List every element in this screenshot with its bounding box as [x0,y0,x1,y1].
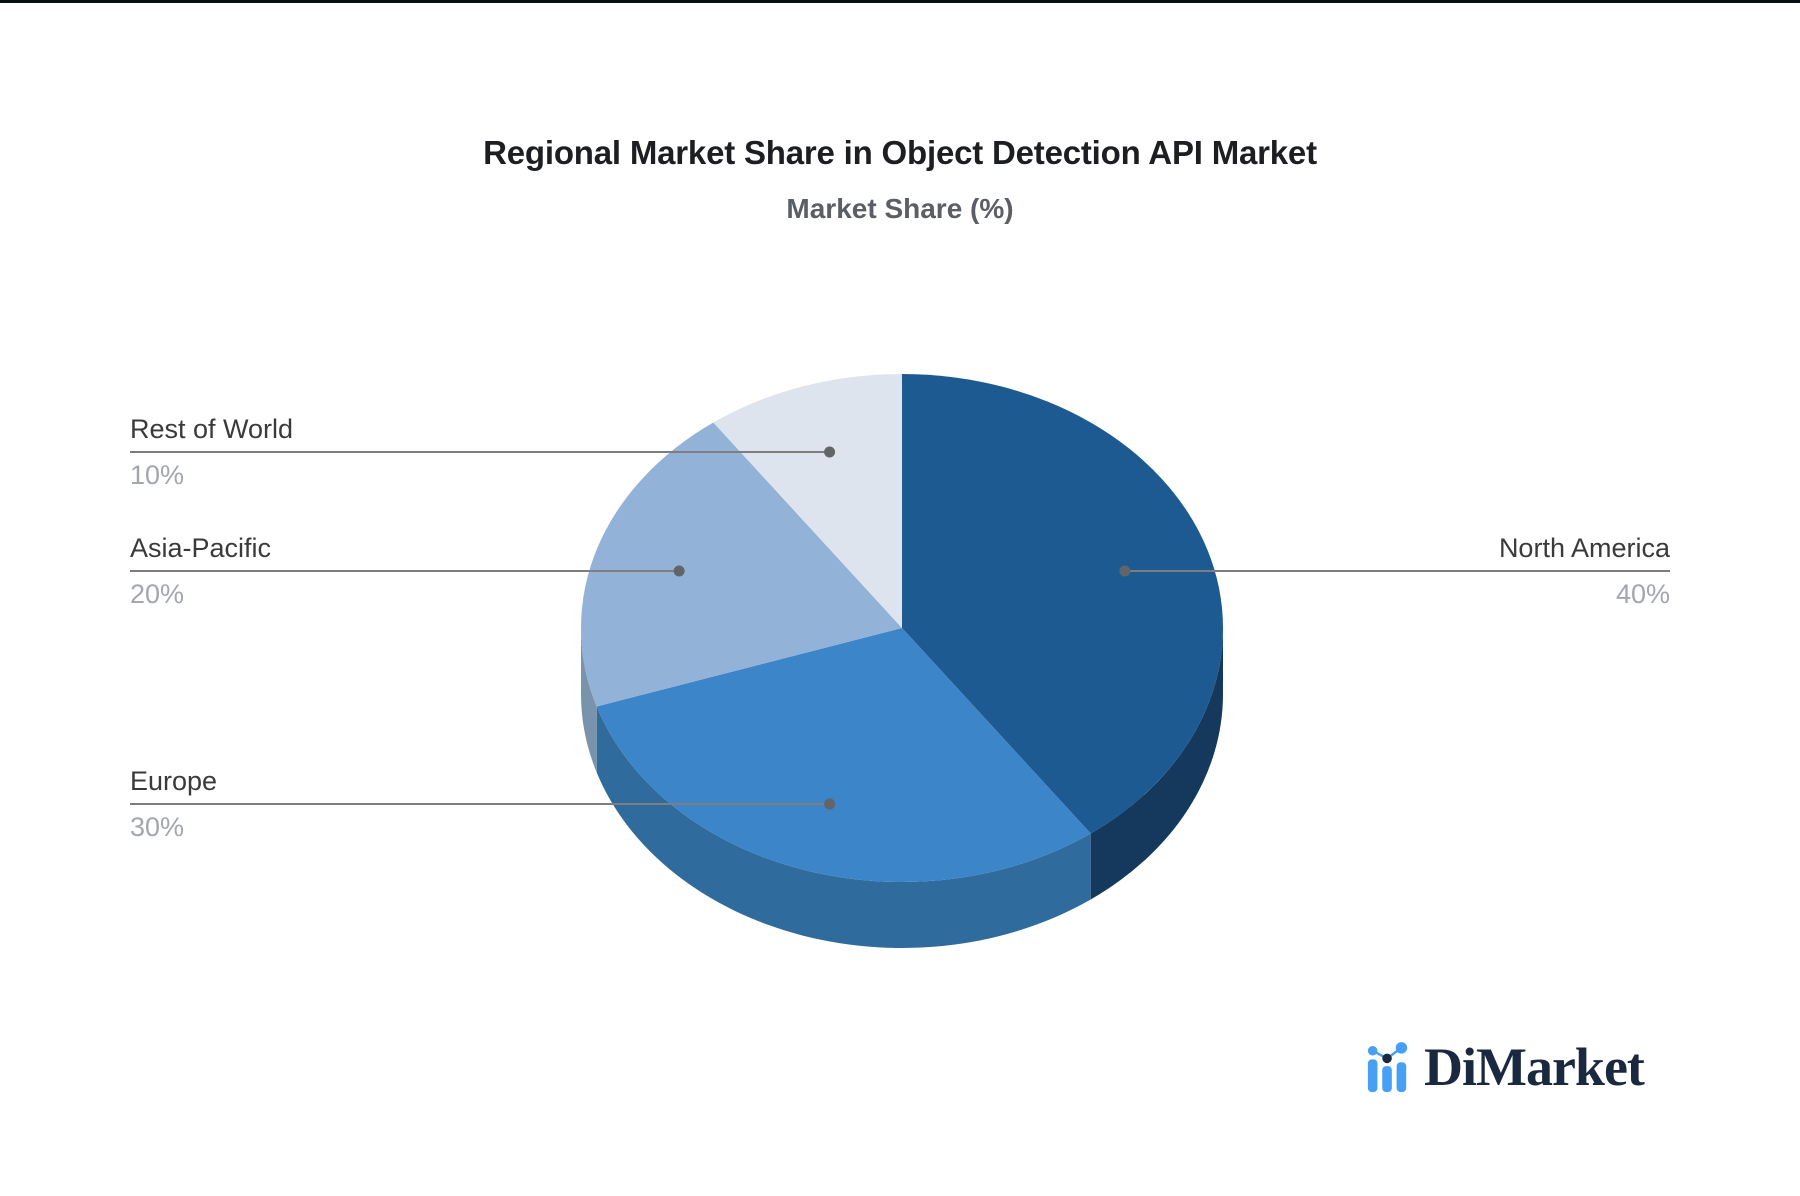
leader-dot-rest-of-world [824,446,836,458]
pie-slice-rest-of-world [713,374,902,628]
pie-slice-side-europe [596,706,1091,948]
dimarket-logo: DiMarket [1365,1037,1645,1097]
chart-subtitle: Market Share (%) [786,193,1014,224]
pie-slice-asia-pacific [580,422,902,707]
leader-dot-europe [824,798,836,810]
pie-slice-side-north-america [1090,628,1223,900]
pie-slice-europe [596,628,1091,882]
top-border [0,0,1800,3]
leader-dot-asia-pacific [673,565,685,577]
chart-title: Regional Market Share in Object Detectio… [483,134,1317,171]
bar-chart-trend-icon [1367,1042,1408,1092]
leader-dot-north-america [1119,565,1131,577]
logo-text: DiMarket [1424,1037,1645,1097]
pie-slice-side-asia-pacific [581,628,597,773]
pie-slice-north-america [902,374,1223,834]
